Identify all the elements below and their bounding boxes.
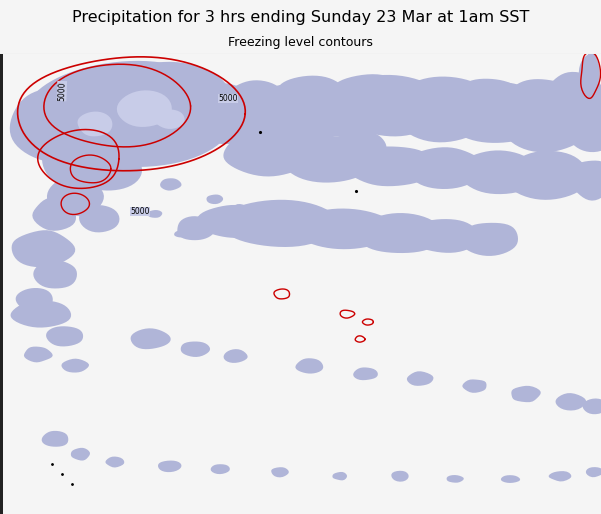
PathPatch shape [407, 371, 433, 386]
PathPatch shape [506, 79, 575, 119]
PathPatch shape [117, 90, 172, 127]
PathPatch shape [71, 448, 90, 461]
PathPatch shape [11, 300, 71, 327]
PathPatch shape [24, 346, 53, 362]
PathPatch shape [33, 260, 77, 288]
PathPatch shape [177, 216, 215, 240]
Bar [0, 54, 2, 514]
PathPatch shape [174, 230, 186, 237]
PathPatch shape [344, 146, 431, 186]
PathPatch shape [130, 328, 171, 349]
PathPatch shape [154, 109, 185, 129]
PathPatch shape [501, 87, 596, 152]
Text: 5000: 5000 [57, 81, 67, 101]
PathPatch shape [563, 97, 601, 152]
PathPatch shape [281, 136, 378, 182]
PathPatch shape [545, 72, 601, 117]
PathPatch shape [549, 471, 572, 482]
Text: Precipitation for 3 hrs ending Sunday 23 Mar at 1am SST: Precipitation for 3 hrs ending Sunday 23… [72, 10, 529, 25]
PathPatch shape [79, 205, 120, 232]
Text: 5000: 5000 [130, 207, 150, 216]
PathPatch shape [445, 82, 548, 143]
PathPatch shape [390, 80, 469, 117]
PathPatch shape [224, 349, 248, 363]
PathPatch shape [578, 70, 593, 96]
PathPatch shape [179, 83, 260, 144]
PathPatch shape [207, 194, 223, 204]
PathPatch shape [578, 87, 601, 119]
PathPatch shape [147, 210, 162, 218]
PathPatch shape [462, 379, 486, 393]
PathPatch shape [158, 461, 182, 472]
PathPatch shape [461, 223, 518, 256]
PathPatch shape [210, 464, 230, 474]
PathPatch shape [334, 132, 386, 160]
PathPatch shape [284, 84, 393, 137]
PathPatch shape [160, 178, 182, 191]
PathPatch shape [61, 359, 89, 373]
PathPatch shape [24, 61, 234, 167]
PathPatch shape [579, 54, 600, 95]
PathPatch shape [16, 288, 53, 310]
PathPatch shape [505, 151, 588, 200]
PathPatch shape [10, 88, 109, 163]
PathPatch shape [587, 51, 597, 67]
PathPatch shape [457, 79, 525, 114]
PathPatch shape [511, 386, 541, 402]
PathPatch shape [586, 467, 601, 477]
PathPatch shape [456, 151, 538, 194]
PathPatch shape [332, 472, 347, 481]
PathPatch shape [224, 132, 314, 176]
PathPatch shape [358, 213, 442, 253]
PathPatch shape [501, 475, 520, 483]
PathPatch shape [273, 127, 335, 157]
Text: Freezing level contours: Freezing level contours [228, 35, 373, 49]
PathPatch shape [331, 74, 412, 116]
PathPatch shape [223, 80, 284, 117]
PathPatch shape [233, 204, 248, 214]
PathPatch shape [42, 130, 121, 188]
PathPatch shape [555, 393, 586, 411]
PathPatch shape [391, 471, 409, 482]
PathPatch shape [392, 77, 499, 142]
PathPatch shape [353, 368, 378, 380]
PathPatch shape [447, 475, 464, 483]
PathPatch shape [46, 326, 83, 346]
PathPatch shape [181, 341, 210, 357]
PathPatch shape [271, 467, 289, 478]
PathPatch shape [222, 200, 338, 247]
PathPatch shape [295, 209, 397, 249]
PathPatch shape [276, 76, 346, 113]
PathPatch shape [582, 398, 601, 414]
PathPatch shape [410, 219, 479, 253]
PathPatch shape [77, 145, 142, 191]
PathPatch shape [78, 112, 112, 136]
Text: 5000: 5000 [218, 94, 237, 103]
PathPatch shape [333, 75, 447, 136]
PathPatch shape [105, 456, 124, 468]
PathPatch shape [404, 148, 487, 189]
PathPatch shape [47, 175, 104, 216]
PathPatch shape [32, 197, 76, 231]
PathPatch shape [197, 205, 261, 238]
PathPatch shape [41, 431, 69, 447]
PathPatch shape [296, 358, 323, 374]
PathPatch shape [11, 230, 75, 267]
PathPatch shape [243, 84, 339, 143]
PathPatch shape [570, 160, 601, 200]
PathPatch shape [104, 62, 234, 145]
